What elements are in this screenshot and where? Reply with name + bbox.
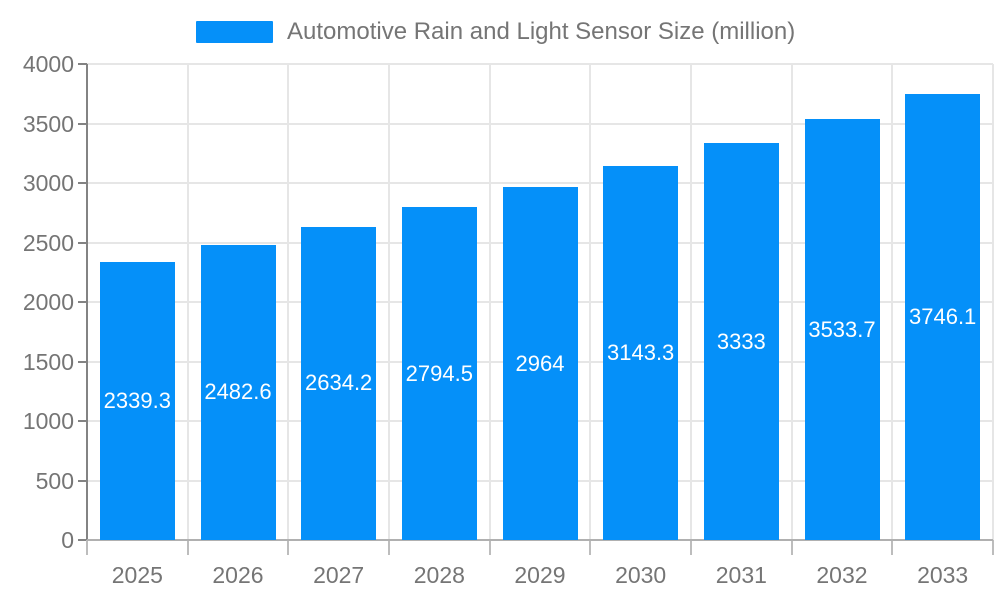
x-axis-tick xyxy=(86,540,88,555)
v-gridline xyxy=(388,64,390,540)
y-tick-label: 500 xyxy=(35,467,74,494)
h-gridline xyxy=(87,122,993,125)
bar-2032[interactable] xyxy=(804,119,880,540)
y-axis-tick xyxy=(78,420,87,422)
x-axis-tick xyxy=(992,540,994,555)
x-axis-tick xyxy=(287,540,290,555)
chart-legend[interactable]: Automotive Rain and Light Sensor Size (m… xyxy=(196,18,795,46)
y-axis-tick xyxy=(78,241,87,244)
bar-2027[interactable] xyxy=(301,226,377,540)
x-axis-tick xyxy=(790,540,793,555)
bar-2031[interactable] xyxy=(703,143,779,540)
bar-2030[interactable] xyxy=(603,165,679,540)
bar-2029[interactable] xyxy=(502,187,578,540)
x-axis-tick xyxy=(690,540,692,555)
y-tick-label: 0 xyxy=(61,527,74,553)
y-tick-label: 2000 xyxy=(22,289,74,315)
legend-label: Automotive Rain and Light Sensor Size (m… xyxy=(287,18,796,45)
x-axis-tick xyxy=(388,540,390,555)
bar-value-label: 2634.2 xyxy=(305,370,373,396)
bar-value-label: 3533.7 xyxy=(808,316,876,342)
bar-value-label: 2482.6 xyxy=(204,379,272,405)
x-tick-label: 2031 xyxy=(715,562,767,588)
y-axis-tick xyxy=(78,182,87,184)
x-tick-label: 2028 xyxy=(413,562,465,588)
y-axis-tick xyxy=(78,122,87,125)
y-axis-tick xyxy=(78,63,87,65)
x-tick-label: 2030 xyxy=(615,562,667,588)
legend-swatch xyxy=(196,21,273,43)
x-axis-tick xyxy=(589,540,592,555)
bar-value-label: 2964 xyxy=(515,350,565,376)
y-tick-label: 3500 xyxy=(22,110,74,137)
bar-value-label: 3746.1 xyxy=(909,304,977,330)
bar-value-label: 2339.3 xyxy=(103,387,171,413)
h-gridline xyxy=(87,63,993,65)
v-gridline xyxy=(690,64,692,540)
h-gridline xyxy=(87,182,993,184)
x-axis-tick xyxy=(186,540,189,555)
x-axis-tick xyxy=(488,540,491,555)
x-tick-label: 2026 xyxy=(212,562,264,588)
y-tick-label: 4000 xyxy=(22,51,74,77)
x-axis-line xyxy=(87,539,993,541)
v-gridline xyxy=(891,64,894,540)
v-gridline xyxy=(186,64,189,540)
v-gridline xyxy=(790,64,793,540)
y-tick-label: 1000 xyxy=(22,408,74,434)
bar-value-label: 2794.5 xyxy=(405,360,473,386)
y-axis-tick xyxy=(78,360,87,363)
x-tick-label: 2029 xyxy=(514,562,566,588)
y-axis-tick xyxy=(78,479,87,482)
bar-value-label: 3333 xyxy=(716,328,766,354)
v-gridline xyxy=(589,64,592,540)
x-axis-tick xyxy=(891,540,894,555)
y-axis-line xyxy=(86,64,88,540)
bar-value-label: 3143.3 xyxy=(607,339,675,365)
bar-2033[interactable] xyxy=(905,94,981,540)
bar-2028[interactable] xyxy=(401,207,477,540)
y-tick-label: 2500 xyxy=(22,229,74,256)
y-axis-tick xyxy=(78,539,87,541)
v-gridline xyxy=(992,64,994,540)
x-tick-label: 2033 xyxy=(917,562,969,588)
y-tick-label: 3000 xyxy=(22,170,74,196)
v-gridline xyxy=(488,64,491,540)
x-tick-label: 2027 xyxy=(313,562,365,588)
y-tick-label: 1500 xyxy=(22,348,74,375)
y-axis-tick xyxy=(78,301,87,303)
bar-2026[interactable] xyxy=(200,244,276,540)
x-tick-label: 2032 xyxy=(816,562,868,588)
bar-2025[interactable] xyxy=(99,261,175,540)
v-gridline xyxy=(287,64,290,540)
x-tick-label: 2025 xyxy=(111,562,163,588)
